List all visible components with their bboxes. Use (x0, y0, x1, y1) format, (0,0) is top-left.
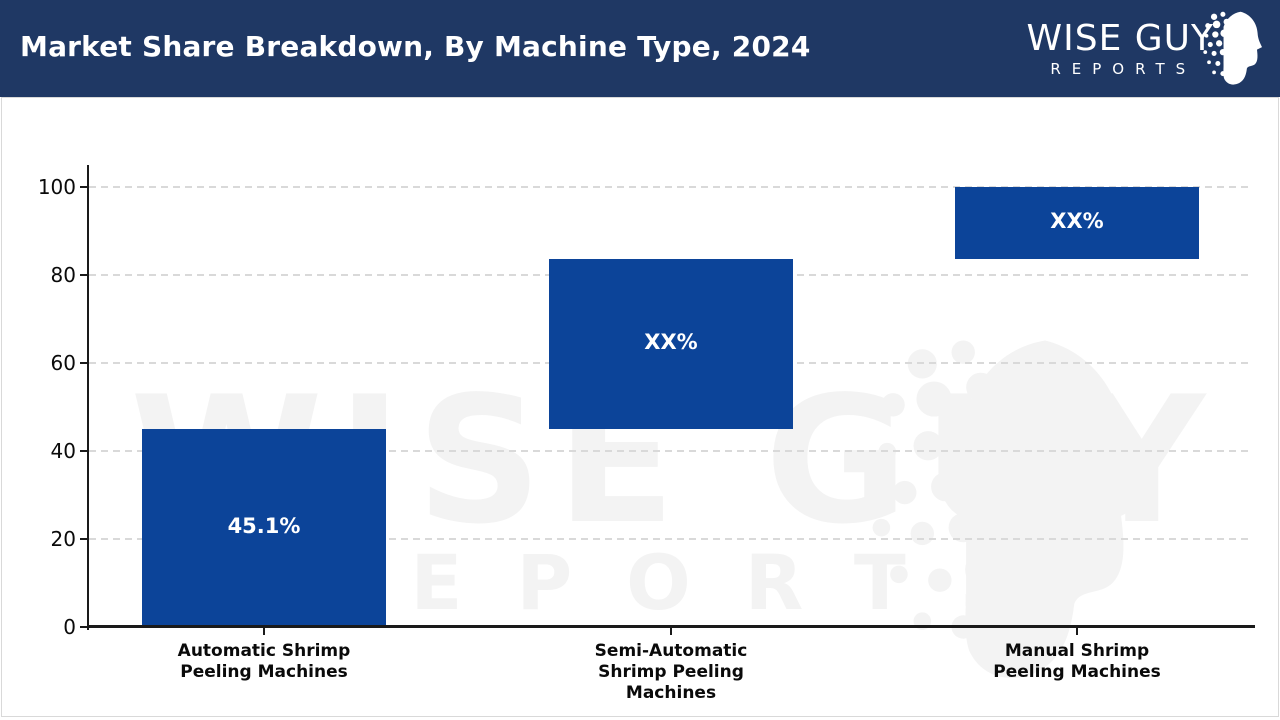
chart-title: Market Share Breakdown, By Machine Type,… (20, 30, 811, 63)
y-tick-label-60: 60 (50, 351, 76, 375)
y-tick-label-20: 20 (50, 527, 76, 551)
gridline-100 (89, 186, 1253, 188)
logo-text: WISE GUY REPORTS (1026, 17, 1215, 78)
y-tick-0 (80, 626, 88, 628)
x-tick-1 (263, 627, 265, 635)
y-tick-40 (80, 450, 88, 452)
gridline-20 (89, 538, 1253, 540)
y-tick-label-100: 100 (37, 175, 76, 199)
x-axis-spine (87, 625, 1255, 628)
logo-subtitle: REPORTS (1050, 59, 1197, 78)
bar-value-label-2: XX% (644, 329, 698, 354)
bar-value-label-1: 45.1% (227, 513, 301, 538)
y-tick-label-0: 0 (63, 615, 76, 639)
y-tick-label-40: 40 (50, 439, 76, 463)
bar-value-label-3: XX% (1050, 208, 1104, 233)
header-bar: Market Share Breakdown, By Machine Type,… (0, 0, 1280, 97)
y-tick-20 (80, 538, 88, 540)
x-category-label-3: Manual Shrimp Peeling Machines (993, 641, 1161, 682)
y-axis-spine (87, 165, 89, 630)
logo-wordmark: WISE GUY (1026, 17, 1214, 59)
y-tick-label-80: 80 (50, 263, 76, 287)
y-tick-80 (80, 274, 88, 276)
wise-guy-reports-logo: WISE GUY REPORTS (1027, 8, 1267, 90)
y-tick-60 (80, 362, 88, 364)
bar-segment-3: XX% (955, 187, 1199, 259)
x-category-label-2: Semi-Automatic Shrimp Peeling Machines (594, 641, 748, 703)
x-tick-2 (670, 627, 672, 635)
gridline-40 (89, 450, 1253, 452)
y-tick-100 (80, 186, 88, 188)
x-tick-3 (1076, 627, 1078, 635)
x-category-label-1: Automatic Shrimp Peeling Machines (177, 641, 351, 682)
bar-segment-2: XX% (549, 258, 793, 429)
face-profile-icon (1203, 11, 1263, 85)
bar-segment-1: 45.1% (142, 428, 386, 627)
